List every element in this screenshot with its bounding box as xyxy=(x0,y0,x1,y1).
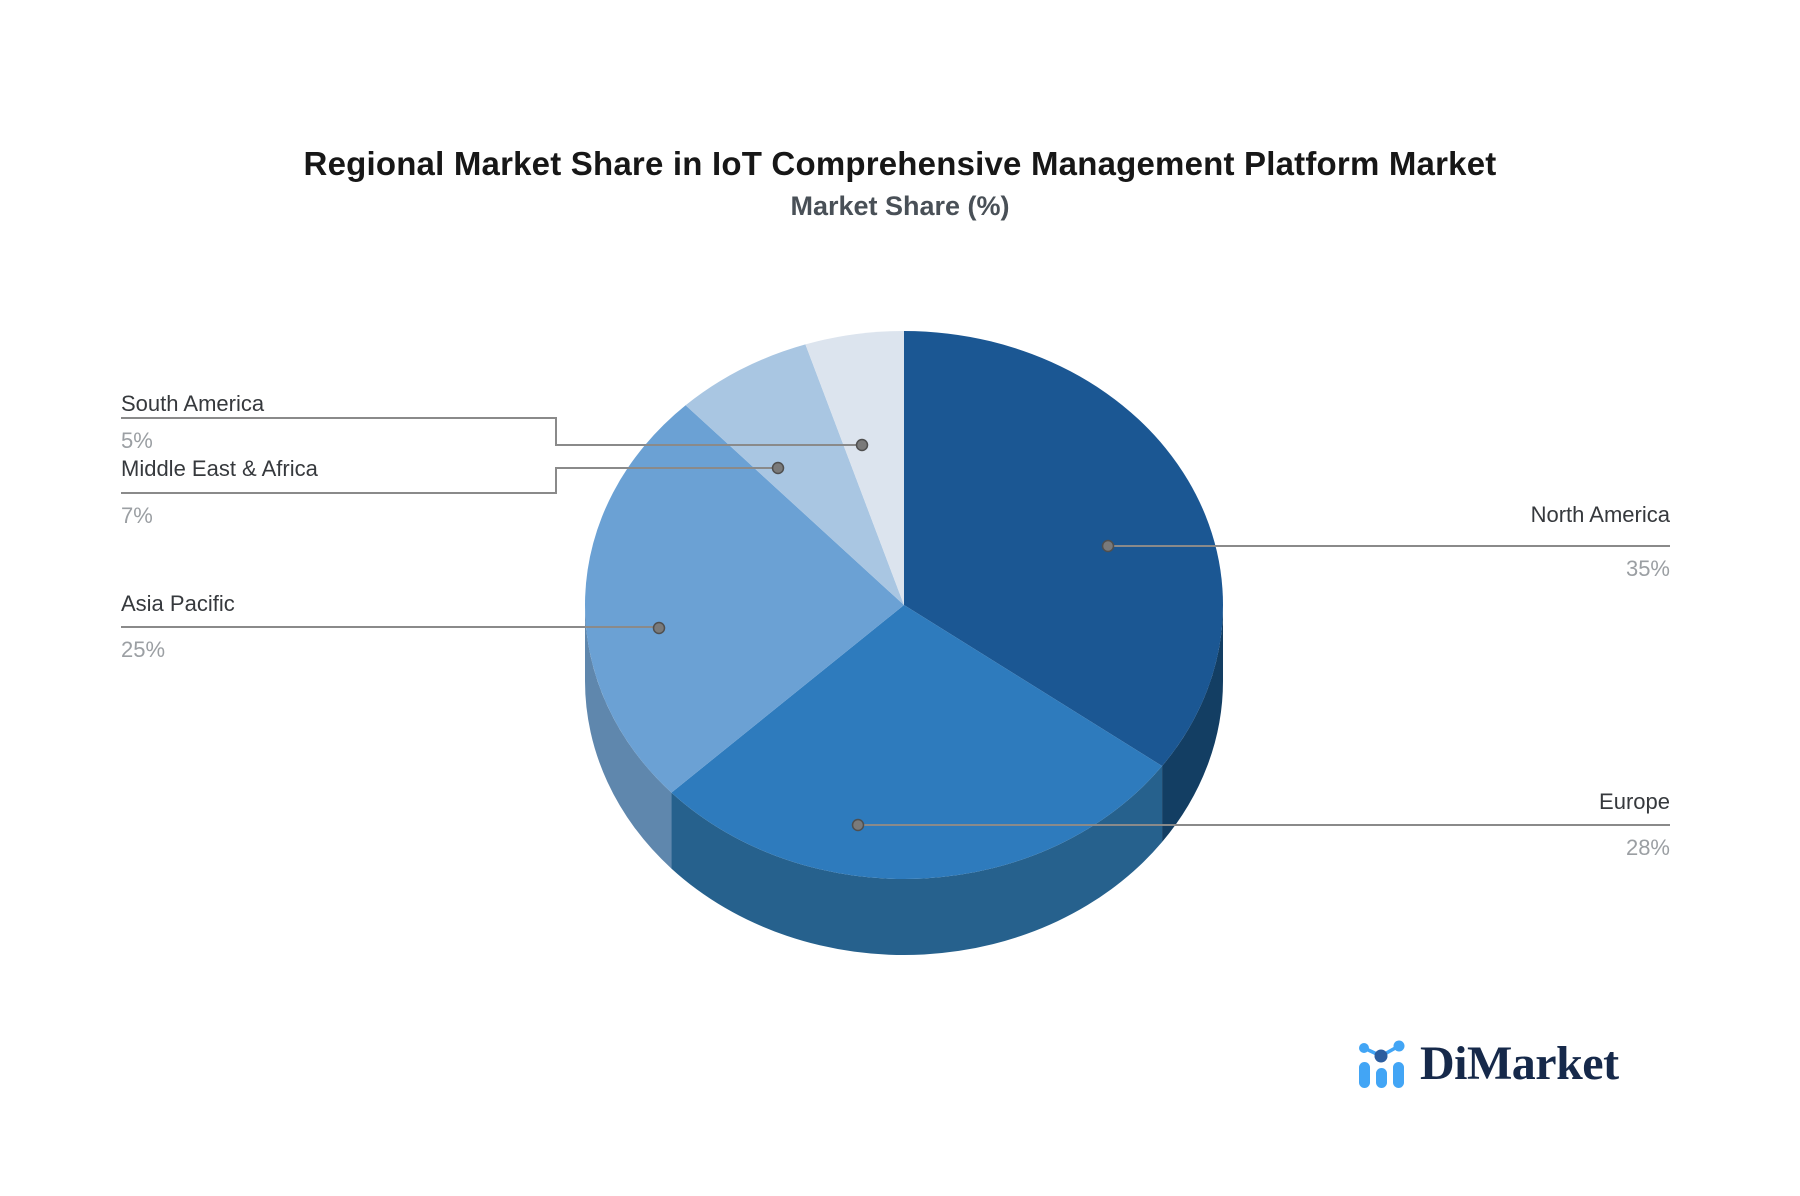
chart-title: Regional Market Share in IoT Comprehensi… xyxy=(303,145,1497,182)
callout-value-europe: 28% xyxy=(1625,835,1670,860)
callout-value-north-america: 35% xyxy=(1625,556,1670,581)
callout-middle-east-africa: Middle East & Africa 7% xyxy=(121,456,318,529)
callout-name-middle-east-africa: Middle East & Africa xyxy=(121,456,318,481)
callout-value-asia-pacific: 25% xyxy=(121,637,166,662)
callout-north-america: North America 35% xyxy=(1531,502,1670,582)
callout-name-europe: Europe xyxy=(1599,789,1670,814)
bar-chart-logo-icon xyxy=(1359,1040,1405,1088)
callout-name-asia-pacific: Asia Pacific xyxy=(121,591,235,616)
brand-logo: DiMarket xyxy=(1356,1036,1619,1092)
pie-slice-side-north-america xyxy=(1162,605,1223,843)
callout-value-middle-east-africa: 7% xyxy=(121,503,153,528)
pie-slice-asia-pacific xyxy=(584,405,904,793)
leader-dot-asia-pacific xyxy=(652,621,666,635)
chart-subtitle: Market Share (%) xyxy=(790,191,1010,221)
leader-dot-north-america xyxy=(1101,539,1115,553)
callout-name-south-america: South America xyxy=(121,391,265,416)
callout-south-america: South America 5% xyxy=(121,391,264,454)
leader-dot-south-america xyxy=(855,438,869,452)
callout-value-south-america: 5% xyxy=(121,428,153,453)
leader-line-south-america xyxy=(121,417,862,446)
pie-slice-middle-east-africa xyxy=(685,344,904,605)
leader-line-middle-east-africa xyxy=(121,467,778,494)
callout-name-north-america: North America xyxy=(1530,502,1670,527)
pie-slice-south-america xyxy=(805,331,904,605)
pie-slice-north-america xyxy=(904,331,1223,767)
leader-dot-middle-east-africa xyxy=(771,461,785,475)
brand-logo-text: DiMarket xyxy=(1420,1037,1619,1090)
pie-slice-side-asia-pacific xyxy=(585,605,672,869)
callout-asia-pacific: Asia Pacific 25% xyxy=(121,591,235,663)
pie-side-faces xyxy=(585,605,1223,956)
pie-top-faces xyxy=(584,331,1223,879)
pie-slice-side-europe xyxy=(671,766,1163,956)
leader-dot-europe xyxy=(851,818,865,832)
pie-leader-lines xyxy=(121,417,1670,832)
callout-europe: Europe 28% xyxy=(1599,789,1670,861)
pie-slice-europe xyxy=(671,605,1163,879)
